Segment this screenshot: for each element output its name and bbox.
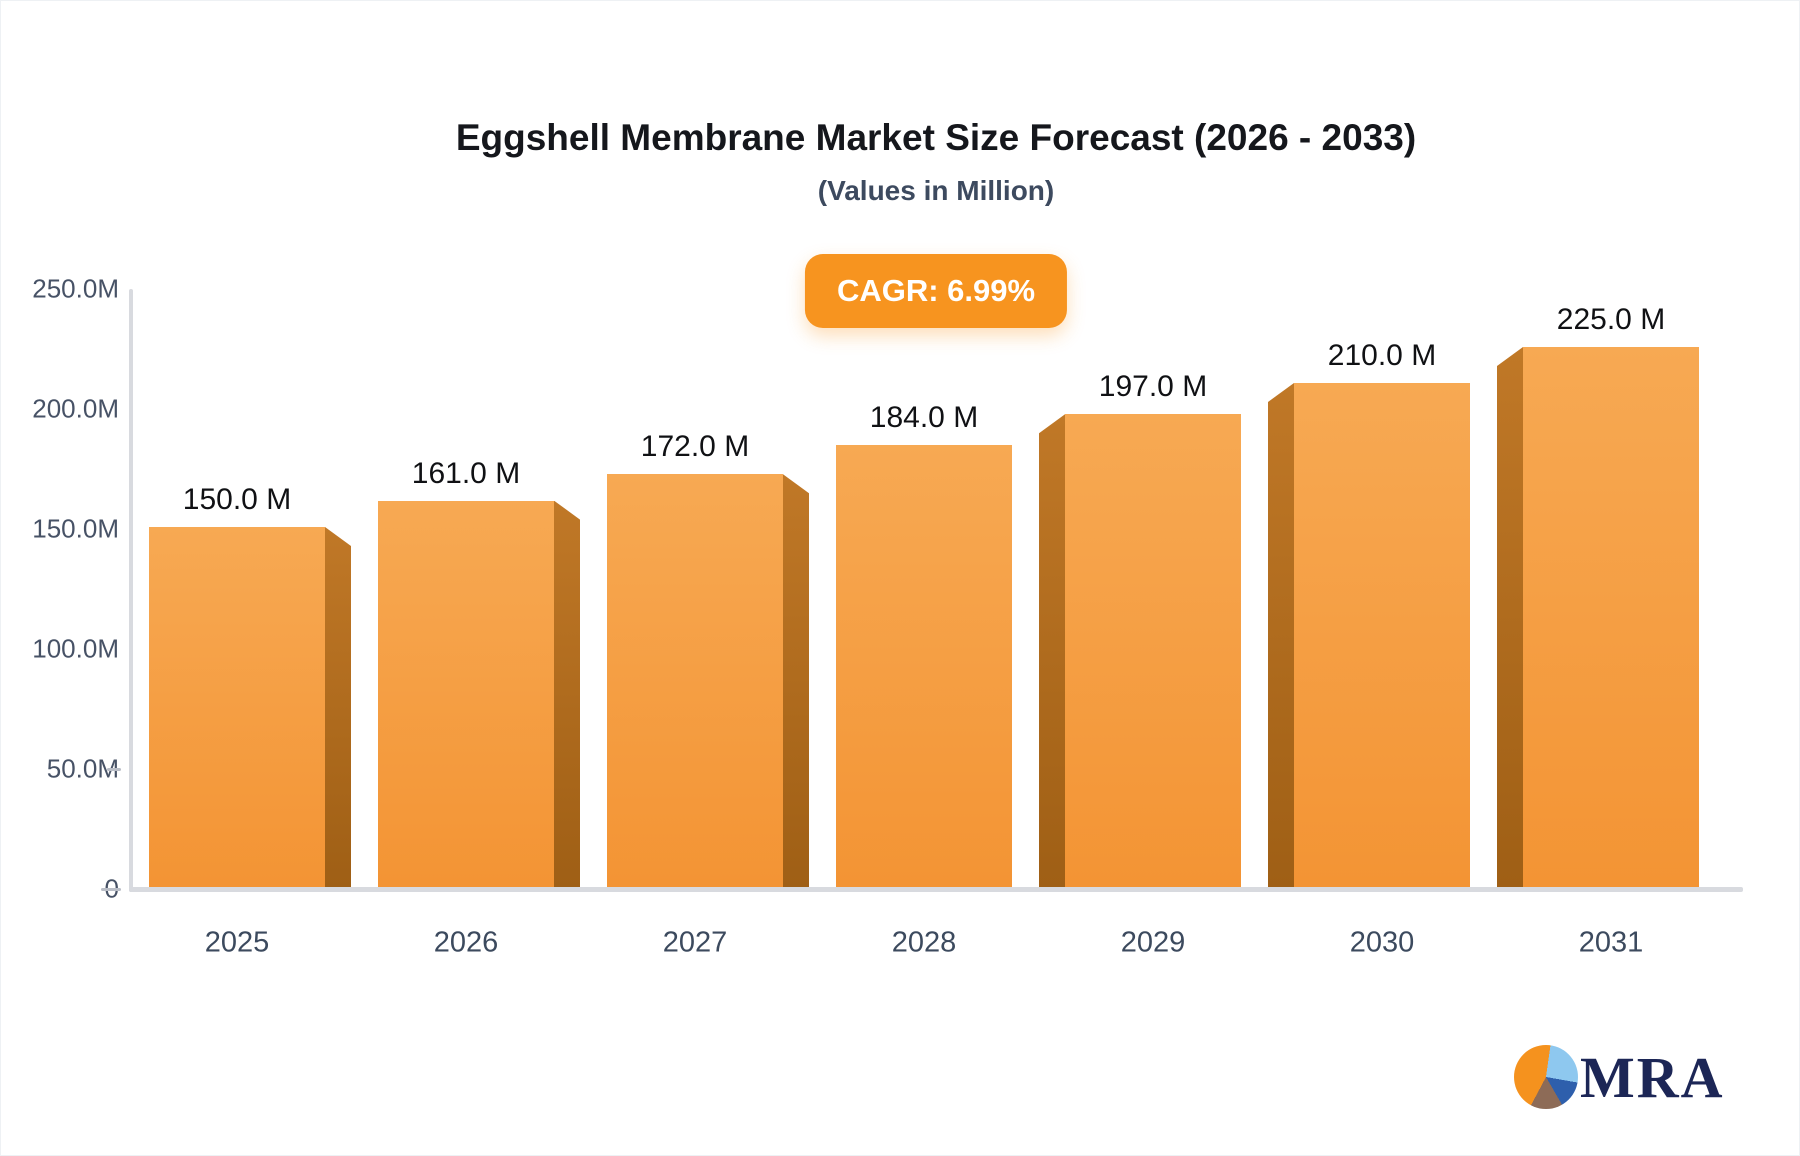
bar-2030	[1294, 383, 1470, 887]
bar-2026-3d-side	[554, 500, 580, 887]
bar-2029-3d-side	[1039, 414, 1065, 887]
pie-chart-logo-icon	[1514, 1045, 1578, 1109]
y-tick-label: 50.0M	[46, 753, 119, 784]
bar-value-label: 184.0 M	[869, 401, 979, 435]
logo-text: MRA	[1580, 1044, 1725, 1110]
x-tick-label: 2030	[1349, 926, 1415, 959]
bar-value-label: 225.0 M	[1556, 303, 1666, 336]
bar-2029	[1065, 414, 1241, 887]
x-tick-label: 2027	[662, 926, 728, 959]
bar-2030-3d-side	[1268, 383, 1294, 887]
y-tick-label: 100.0M	[32, 633, 119, 664]
bar-2025	[149, 527, 325, 887]
y-tick-label: 150.0M	[32, 513, 119, 544]
x-tick-label: 2029	[1120, 926, 1186, 959]
bar-value-label: 210.0 M	[1327, 339, 1437, 372]
mra-logo: MRA	[1514, 1041, 1725, 1113]
y-tick-mark	[107, 768, 121, 771]
bar-2031-3d-side	[1497, 347, 1523, 887]
chart-title: Eggshell Membrane Market Size Forecast (…	[455, 117, 1417, 158]
x-tick-label: 2028	[891, 926, 957, 959]
y-tick-label: 250.0M	[32, 273, 119, 304]
bar-2028	[836, 445, 1012, 887]
bar-value-label: 150.0 M	[182, 483, 292, 516]
x-tick-label: 2025	[204, 926, 270, 959]
bar-value-label: 172.0 M	[640, 430, 750, 464]
bar-2025-3d-side	[325, 527, 351, 887]
bar-value-label: 197.0 M	[1098, 370, 1208, 404]
y-axis-line	[129, 289, 133, 892]
y-tick-label: 200.0M	[32, 393, 119, 424]
bar-2027	[607, 474, 783, 887]
bar-value-label: 161.0 M	[411, 456, 521, 490]
x-tick-label: 2031	[1578, 926, 1644, 959]
y-tick-mark	[101, 888, 121, 891]
cagr-badge: CAGR: 6.99%	[804, 254, 1068, 328]
bar-2026	[378, 500, 554, 887]
bar-2027-3d-side	[783, 474, 809, 887]
x-axis-line	[129, 887, 1743, 892]
chart-subtitle: (Values in Million)	[817, 175, 1055, 206]
x-tick-label: 2026	[433, 926, 499, 959]
bar-2031	[1523, 347, 1699, 887]
